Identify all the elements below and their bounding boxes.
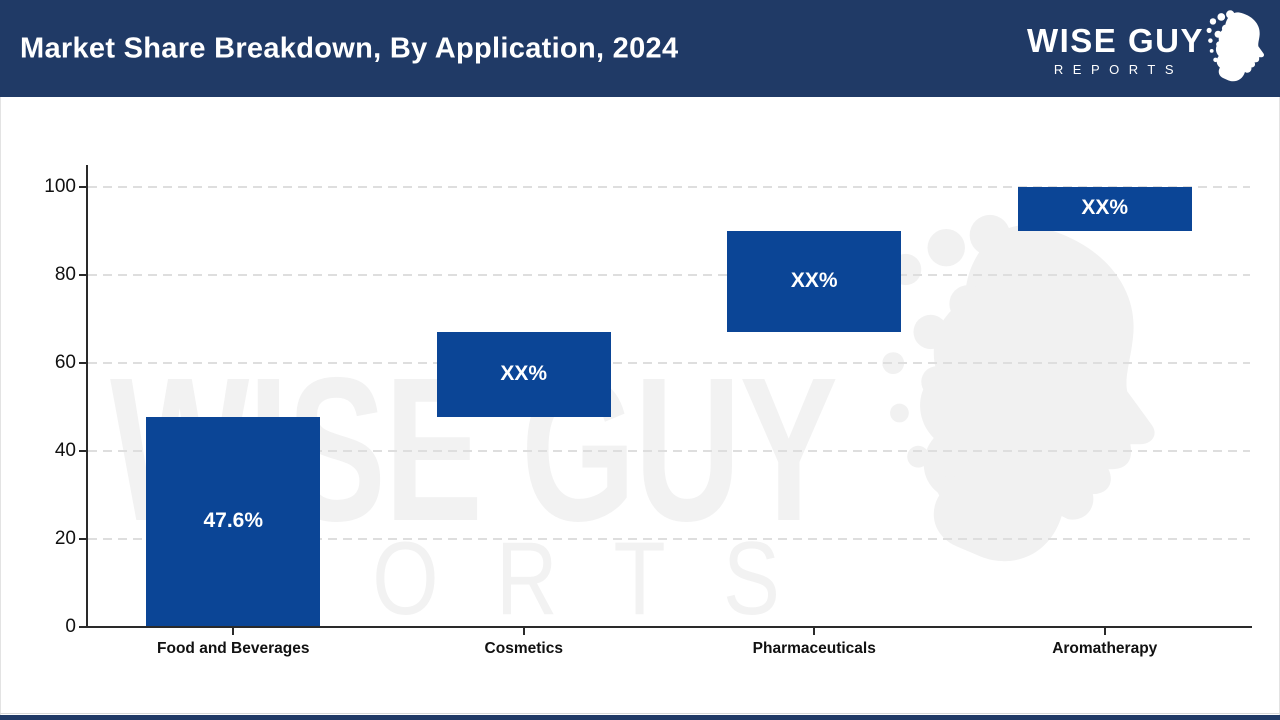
bar-segment [1017, 186, 1192, 231]
y-tick-mark [79, 626, 87, 628]
y-tick-mark [79, 273, 87, 276]
bar-segment [727, 230, 902, 333]
gridline [88, 273, 1250, 276]
x-tick-mark [1103, 628, 1106, 635]
y-tick-label: 100 [44, 175, 76, 197]
y-tick-label: 20 [54, 527, 76, 549]
gridline [88, 537, 1250, 540]
y-tick-label: 80 [54, 263, 76, 285]
x-tick-mark [232, 628, 235, 635]
y-tick-mark [79, 537, 87, 540]
logo-wordmark: WISE GUY [1026, 22, 1204, 59]
gridline [88, 449, 1250, 452]
x-tick-mark [522, 628, 525, 635]
bar-value-label: XX% [1081, 195, 1129, 219]
page-title: Market Share Breakdown, By Application, … [20, 32, 679, 64]
x-category-label: Aromatherapy [1052, 640, 1158, 657]
gridline [88, 361, 1250, 364]
bar-value-label: XX% [790, 268, 838, 292]
head-watermark-icon [874, 214, 1155, 562]
logo-subtext: REPORTS [1053, 62, 1184, 77]
y-tick-label: 60 [54, 351, 76, 373]
bar-segment [146, 417, 321, 627]
y-tick-label: 0 [65, 616, 76, 637]
wiseguy-logo: WISE GUY REPORTS [1008, 6, 1270, 92]
footer-accent-bar [0, 715, 1280, 720]
y-tick-label: 40 [54, 439, 76, 461]
x-category-label: Pharmaceuticals [752, 640, 876, 657]
header-band: Market Share Breakdown, By Application, … [0, 0, 1280, 97]
gridline [88, 185, 1250, 188]
logo-face-icon [1206, 10, 1265, 82]
watermark-text-line2: PORTS [258, 521, 838, 637]
x-category-label: Cosmetics [484, 640, 563, 657]
bar-value-label: 47.6% [203, 509, 264, 533]
y-axis-line [86, 165, 88, 628]
x-tick-mark [813, 628, 816, 635]
bottom-hairline [0, 713, 1280, 714]
bar-segment [436, 332, 611, 418]
left-edge-hairline [0, 97, 1, 720]
x-axis-line [86, 626, 1252, 628]
x-category-label: Food and Beverages [157, 640, 310, 657]
y-tick-mark [79, 185, 87, 188]
y-tick-mark [79, 361, 87, 364]
y-tick-mark [79, 449, 87, 452]
bar-value-label: XX% [500, 361, 548, 385]
logo-text: WISE GUY REPORTS [1027, 24, 1204, 77]
